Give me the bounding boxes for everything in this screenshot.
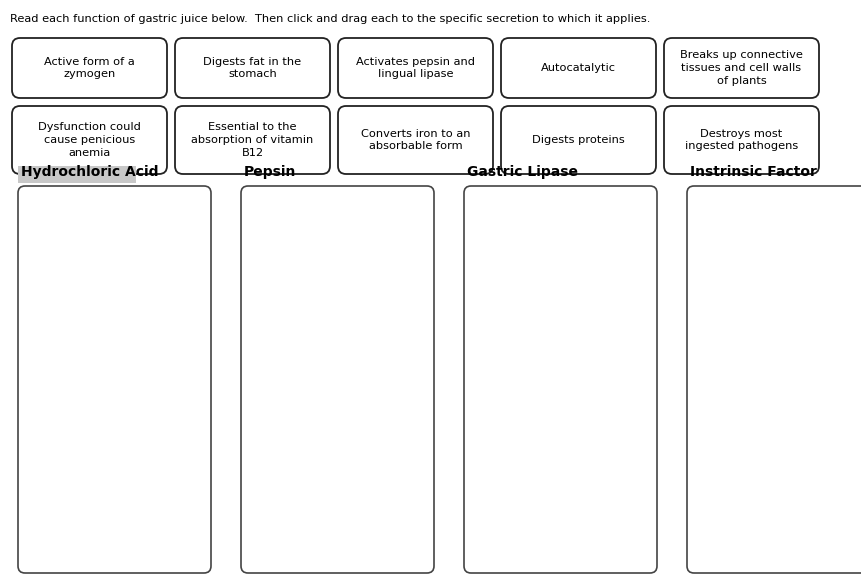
FancyBboxPatch shape	[12, 38, 167, 98]
Text: Autocatalytic: Autocatalytic	[541, 63, 616, 73]
Text: Dysfunction could
cause penicious
anemia: Dysfunction could cause penicious anemia	[38, 122, 141, 158]
Text: Breaks up connective
tissues and cell walls
of plants: Breaks up connective tissues and cell wa…	[679, 50, 802, 86]
Text: Gastric Lipase: Gastric Lipase	[467, 165, 578, 179]
FancyBboxPatch shape	[663, 106, 818, 174]
Text: Read each function of gastric juice below.  Then click and drag each to the spec: Read each function of gastric juice belo…	[10, 14, 649, 24]
FancyBboxPatch shape	[12, 106, 167, 174]
Text: Active form of a
zymogen: Active form of a zymogen	[44, 56, 134, 80]
FancyBboxPatch shape	[463, 186, 656, 573]
FancyBboxPatch shape	[500, 38, 655, 98]
FancyBboxPatch shape	[500, 106, 655, 174]
FancyBboxPatch shape	[338, 38, 492, 98]
Text: Converts iron to an
absorbable form: Converts iron to an absorbable form	[361, 128, 470, 152]
Text: Digests fat in the
stomach: Digests fat in the stomach	[203, 56, 301, 80]
Text: Digests proteins: Digests proteins	[531, 135, 624, 145]
FancyBboxPatch shape	[175, 106, 330, 174]
Text: Instrinsic Factor: Instrinsic Factor	[689, 165, 816, 179]
Text: Activates pepsin and
lingual lipase: Activates pepsin and lingual lipase	[356, 56, 474, 80]
FancyBboxPatch shape	[338, 106, 492, 174]
FancyBboxPatch shape	[18, 166, 136, 183]
Text: Pepsin: Pepsin	[244, 165, 296, 179]
FancyBboxPatch shape	[241, 186, 433, 573]
FancyBboxPatch shape	[18, 186, 211, 573]
Text: Essential to the
absorption of vitamin
B12: Essential to the absorption of vitamin B…	[191, 122, 313, 158]
FancyBboxPatch shape	[663, 38, 818, 98]
FancyBboxPatch shape	[686, 186, 861, 573]
Text: Hydrochloric Acid: Hydrochloric Acid	[21, 165, 158, 179]
Text: Destroys most
ingested pathogens: Destroys most ingested pathogens	[684, 128, 797, 152]
FancyBboxPatch shape	[175, 38, 330, 98]
